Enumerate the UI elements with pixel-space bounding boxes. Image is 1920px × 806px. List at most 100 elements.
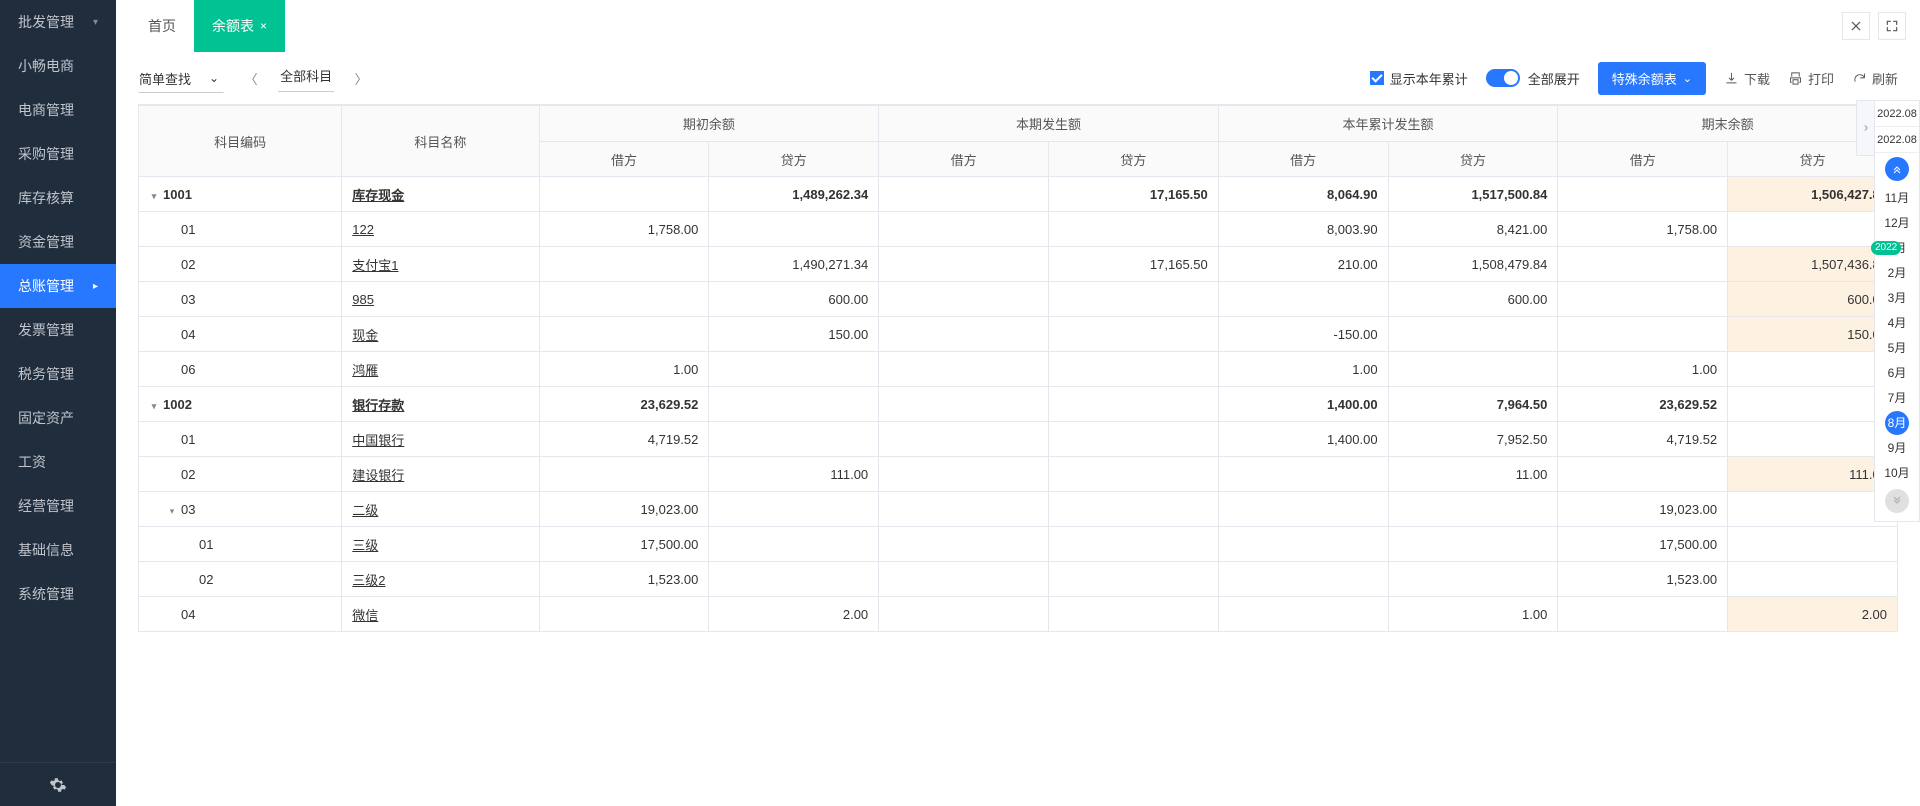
subject-link[interactable]: 985	[352, 292, 374, 307]
row-expander[interactable]: ▾	[149, 191, 159, 202]
sidebar-item-0[interactable]: 批发管理 ▾	[0, 0, 116, 44]
cell-cls_d: 19,023.00	[1558, 492, 1728, 527]
cell-open_c	[709, 562, 879, 597]
period-collapse-handle[interactable]	[1856, 100, 1874, 156]
subject-link[interactable]: 建设银行	[352, 468, 404, 483]
cell-cur_d	[879, 492, 1049, 527]
period-scroll-down[interactable]	[1885, 489, 1909, 513]
sidebar-item-2[interactable]: 电商管理	[0, 88, 116, 132]
close-tab-button[interactable]	[1842, 12, 1870, 40]
sidebar-item-7[interactable]: 发票管理	[0, 308, 116, 352]
print-button[interactable]: 打印	[1788, 69, 1834, 88]
table-row: 04现金150.00-150.00150.00	[139, 317, 1898, 352]
sidebar-item-label: 系统管理	[18, 584, 74, 604]
col-opening-header: 期初余额	[539, 106, 879, 142]
sidebar-item-10[interactable]: 工资	[0, 440, 116, 484]
cell-open_d: 19,023.00	[539, 492, 709, 527]
row-expander[interactable]: ▾	[167, 506, 177, 517]
tab-0[interactable]: 首页	[130, 0, 194, 52]
col-code-header: 科目编码	[139, 106, 342, 177]
col-cur-debit: 借方	[879, 142, 1049, 177]
cell-yr_c	[1388, 492, 1558, 527]
subject-link[interactable]: 银行存款	[352, 398, 404, 413]
period-scroll-up[interactable]	[1885, 157, 1909, 181]
main-area: 首页余额表× 简单查找 ⌄ 〈 全部科目 〉 显示本年累计	[116, 0, 1920, 806]
cell-code: 02	[139, 247, 342, 282]
cell-code: ▾1001	[139, 177, 342, 212]
period-range-start[interactable]: 2022.08	[1875, 101, 1919, 127]
period-month-9[interactable]: 8月	[1875, 410, 1919, 435]
toggle-on-icon	[1486, 69, 1520, 87]
period-month-7[interactable]: 6月	[1875, 360, 1919, 385]
subject-link[interactable]: 微信	[352, 608, 378, 623]
table-row: ▾03二级19,023.0019,023.00	[139, 492, 1898, 527]
next-subject-button[interactable]: 〉	[352, 69, 370, 87]
cell-cls_d	[1558, 177, 1728, 212]
cell-yr_c: 11.00	[1388, 457, 1558, 492]
sidebar-item-label: 批发管理	[18, 12, 74, 32]
subject-link[interactable]: 122	[352, 222, 374, 237]
special-balance-label: 特殊余额表	[1612, 69, 1677, 88]
cell-cur_c: 17,165.50	[1048, 247, 1218, 282]
download-button[interactable]: 下载	[1724, 69, 1770, 88]
col-closing-header: 期末余额	[1558, 106, 1898, 142]
sidebar-settings-button[interactable]	[0, 762, 116, 806]
sidebar-item-1[interactable]: 小畅电商	[0, 44, 116, 88]
col-open-credit: 贷方	[709, 142, 879, 177]
search-mode-select[interactable]: 简单查找 ⌄	[138, 64, 224, 93]
refresh-button[interactable]: 刷新	[1852, 69, 1898, 88]
subject-link[interactable]: 库存现金	[352, 188, 404, 203]
month-label: 6月	[1888, 364, 1907, 381]
period-month-3[interactable]: 2月	[1875, 260, 1919, 285]
sidebar-item-4[interactable]: 库存核算	[0, 176, 116, 220]
sidebar-item-12[interactable]: 基础信息	[0, 528, 116, 572]
cell-open_d: 1,758.00	[539, 212, 709, 247]
show-year-total-checkbox[interactable]: 显示本年累计	[1370, 69, 1468, 88]
period-month-5[interactable]: 4月	[1875, 310, 1919, 335]
period-panel-wrap: 2022.08 2022.08 11月12月20221月2月3月4月5月 6月 7月…	[1856, 100, 1920, 522]
fullscreen-button[interactable]	[1878, 12, 1906, 40]
subject-link[interactable]: 三级	[352, 538, 378, 553]
tab-1[interactable]: 余额表×	[194, 0, 285, 52]
sidebar-item-13[interactable]: 系统管理	[0, 572, 116, 616]
subject-link[interactable]: 鸿雁	[352, 363, 378, 378]
period-range-end[interactable]: 2022.08	[1875, 127, 1919, 153]
period-month-2[interactable]: 20221月	[1875, 235, 1919, 260]
cell-open_c	[709, 387, 879, 422]
caret-down-icon: ▾	[93, 17, 98, 28]
subject-link[interactable]: 中国银行	[352, 433, 404, 448]
sidebar-item-8[interactable]: 税务管理	[0, 352, 116, 396]
cell-cur_c	[1048, 527, 1218, 562]
subject-link[interactable]: 现金	[352, 328, 378, 343]
prev-subject-button[interactable]: 〈	[242, 69, 260, 87]
month-label: 7月	[1888, 389, 1907, 406]
period-month-10[interactable]: 9月	[1875, 435, 1919, 460]
checkbox-checked-icon	[1370, 71, 1384, 85]
subject-filter[interactable]: 全部科目	[278, 64, 334, 92]
sidebar-item-11[interactable]: 经营管理	[0, 484, 116, 528]
subject-link[interactable]: 二级	[352, 503, 378, 518]
sidebar-item-5[interactable]: 资金管理	[0, 220, 116, 264]
close-icon	[1849, 19, 1863, 33]
subject-link[interactable]: 三级2	[352, 573, 385, 588]
period-month-0[interactable]: 11月	[1875, 185, 1919, 210]
expand-all-toggle[interactable]: 全部展开	[1486, 69, 1580, 88]
cell-open_d: 23,629.52	[539, 387, 709, 422]
col-current-header: 本期发生额	[879, 106, 1219, 142]
row-expander[interactable]: ▾	[149, 401, 159, 412]
special-balance-button[interactable]: 特殊余额表 ⌄	[1598, 62, 1706, 95]
subject-link[interactable]: 支付宝1	[352, 258, 398, 273]
period-month-8[interactable]: 7月	[1875, 385, 1919, 410]
sidebar-item-3[interactable]: 采购管理	[0, 132, 116, 176]
period-month-1[interactable]: 12月	[1875, 210, 1919, 235]
period-month-11[interactable]: 10月	[1875, 460, 1919, 485]
code-text: 01	[181, 432, 195, 447]
tab-close-icon[interactable]: ×	[260, 19, 267, 33]
cell-yr_d: 210.00	[1218, 247, 1388, 282]
sidebar-item-6[interactable]: 总账管理▸	[0, 264, 116, 308]
period-month-4[interactable]: 3月	[1875, 285, 1919, 310]
cell-yr_c	[1388, 562, 1558, 597]
cell-yr_c: 8,421.00	[1388, 212, 1558, 247]
sidebar-item-9[interactable]: 固定资产	[0, 396, 116, 440]
period-month-6[interactable]: 5月	[1875, 335, 1919, 360]
